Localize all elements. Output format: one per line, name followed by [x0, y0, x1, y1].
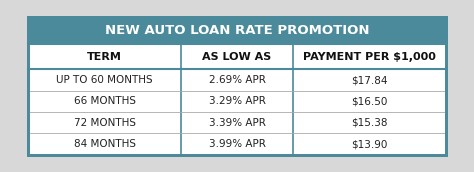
Bar	[28, 17, 446, 44]
Bar	[28, 17, 446, 155]
Text: NEW AUTO LOAN RATE PROMOTION: NEW AUTO LOAN RATE PROMOTION	[105, 24, 369, 37]
Text: 72 MONTHS: 72 MONTHS	[73, 118, 136, 128]
Text: $16.50: $16.50	[351, 96, 388, 106]
Text: TERM: TERM	[87, 52, 122, 62]
Text: 3.39% APR: 3.39% APR	[209, 118, 265, 128]
Text: $15.38: $15.38	[351, 118, 388, 128]
Text: $17.84: $17.84	[351, 75, 388, 85]
Text: 3.29% APR: 3.29% APR	[209, 96, 265, 106]
Bar	[28, 17, 446, 155]
Text: 66 MONTHS: 66 MONTHS	[73, 96, 136, 106]
Text: AS LOW AS: AS LOW AS	[202, 52, 272, 62]
Text: 3.99% APR: 3.99% APR	[209, 139, 265, 149]
Text: PAYMENT PER $1,000: PAYMENT PER $1,000	[303, 52, 436, 62]
Text: 84 MONTHS: 84 MONTHS	[73, 139, 136, 149]
Text: 2.69% APR: 2.69% APR	[209, 75, 265, 85]
Text: UP TO 60 MONTHS: UP TO 60 MONTHS	[56, 75, 153, 85]
Text: $13.90: $13.90	[351, 139, 388, 149]
